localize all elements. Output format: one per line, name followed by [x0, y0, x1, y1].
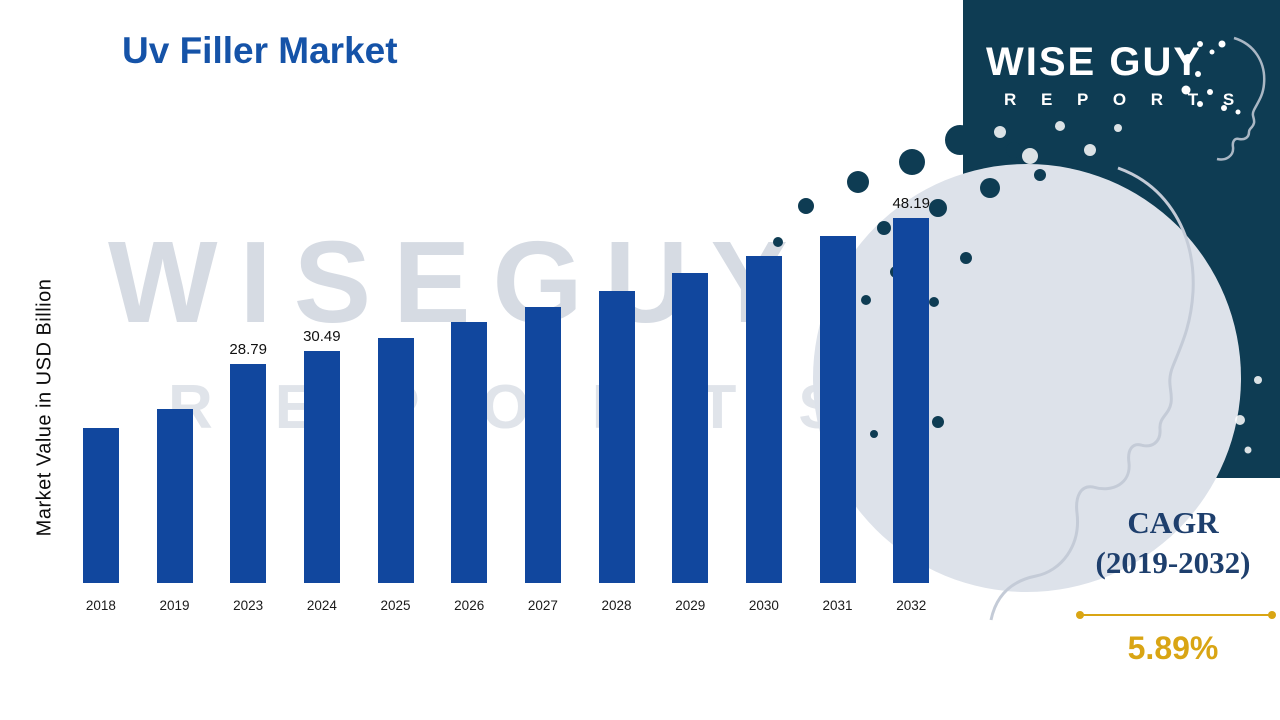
bar-2024 [303, 351, 340, 583]
brand-logo-name: WISE GUY [986, 40, 1203, 84]
x-tick-label-2031: 2031 [822, 598, 853, 613]
brand-logo-reports: R E P O R T S [1004, 90, 1245, 109]
x-tick-label-2019: 2019 [159, 598, 190, 613]
bar-value-label-2032: 48.19 [892, 195, 930, 212]
x-tick-label-2028: 2028 [601, 598, 632, 613]
bar-group-2023: 28.79 2023 [211, 195, 285, 613]
bar-group-2032: 48.19 2032 [874, 195, 948, 613]
bar-2019 [156, 409, 193, 583]
bar-group-2031: 2031 [801, 195, 875, 613]
x-tick-label-2030: 2030 [748, 598, 779, 613]
bar-group-2027: 2027 [506, 195, 580, 613]
bar-2018 [82, 428, 119, 583]
bar-2023 [230, 364, 267, 583]
x-tick-label-2018: 2018 [85, 598, 116, 613]
x-tick-label-2025: 2025 [380, 598, 411, 613]
bar-2025 [377, 337, 414, 583]
bar-2028 [598, 291, 635, 583]
cagr-divider [1076, 611, 1276, 619]
x-tick-label-2027: 2027 [527, 598, 558, 613]
cagr-period: (2019-2032) [1095, 545, 1251, 580]
x-tick-label-2029: 2029 [675, 598, 706, 613]
bar-2027 [524, 307, 561, 583]
x-tick-label-2023: 2023 [233, 598, 264, 613]
bar-value-label-2023: 28.79 [229, 341, 267, 359]
y-axis-label: Market Value in USD Billion [33, 278, 56, 537]
bar-2030 [745, 256, 782, 583]
bar-2026 [451, 322, 488, 583]
bar-group-2024: 30.49 2024 [285, 195, 359, 613]
bar-group-2019: 2019 [138, 195, 212, 613]
bar-chart: 2018 2019 28.79 2023 30.49 2024 2025 2026 2027 20… [64, 195, 948, 613]
bar-2029 [672, 272, 709, 583]
bar-group-2029: 2029 [653, 195, 727, 613]
bar-group-2025: 2025 [359, 195, 433, 613]
bar-group-2030: 2030 [727, 195, 801, 613]
cagr-label: CAGR [1127, 505, 1219, 540]
x-tick-label-2026: 2026 [454, 598, 485, 613]
bar-value-label-2024: 30.49 [303, 328, 341, 346]
x-tick-label-2024: 2024 [306, 598, 337, 613]
cagr-block: CAGR (2019-2032) [1068, 505, 1278, 581]
bar-group-2028: 2028 [580, 195, 654, 613]
bar-group-2018: 2018 [64, 195, 138, 613]
bar-2031 [819, 235, 856, 583]
x-tick-label-2032: 2032 [896, 598, 927, 613]
bar-2032 [893, 218, 930, 583]
bar-group-2026: 2026 [432, 195, 506, 613]
page-title: Uv Filler Market [122, 30, 398, 71]
cagr-value: 5.89% [1127, 630, 1219, 666]
